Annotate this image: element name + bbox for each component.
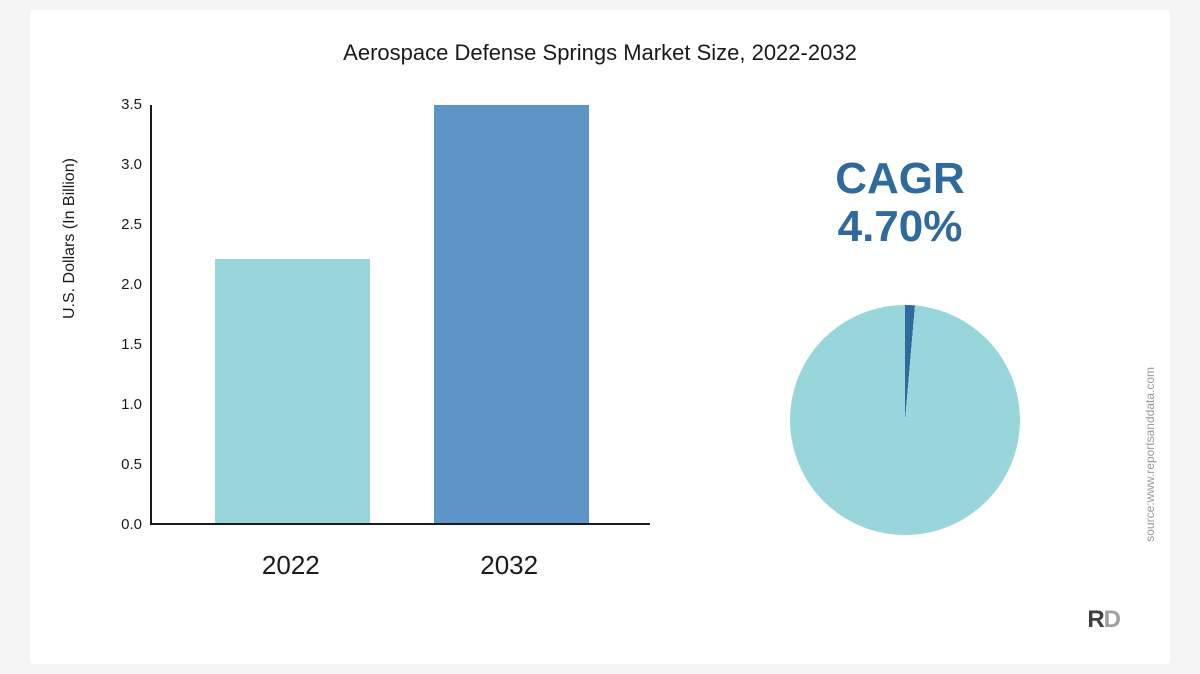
- y-axis-label: U.S. Dollars (In Billion): [61, 158, 79, 319]
- logo-d: D: [1104, 606, 1120, 633]
- cagr-line1: CAGR: [835, 154, 965, 203]
- y-tick: 1.0: [112, 396, 142, 413]
- logo-r: R: [1087, 606, 1103, 633]
- y-tick: 3.0: [112, 156, 142, 173]
- brand-logo: RD: [1087, 606, 1120, 634]
- source-attribution: source:www.reportsanddata.com: [1143, 367, 1157, 542]
- cagr-pie: [790, 305, 1020, 535]
- cagr-line2: 4.70%: [838, 202, 963, 251]
- y-tick: 2.0: [112, 276, 142, 293]
- y-tick: 1.5: [112, 336, 142, 353]
- y-tick: 0.5: [112, 456, 142, 473]
- x-label-2032: 2032: [432, 550, 587, 581]
- y-tick: 0.0: [112, 516, 142, 533]
- bar-2022: [215, 259, 370, 523]
- bar-2032: [434, 105, 589, 523]
- y-tick: 3.5: [112, 96, 142, 113]
- x-label-2022: 2022: [213, 550, 368, 581]
- bar-plot: [150, 105, 650, 525]
- cagr-text: CAGR 4.70%: [770, 155, 1030, 252]
- y-tick: 2.5: [112, 216, 142, 233]
- chart-container: Aerospace Defense Springs Market Size, 2…: [30, 10, 1170, 664]
- chart-title: Aerospace Defense Springs Market Size, 2…: [30, 40, 1170, 66]
